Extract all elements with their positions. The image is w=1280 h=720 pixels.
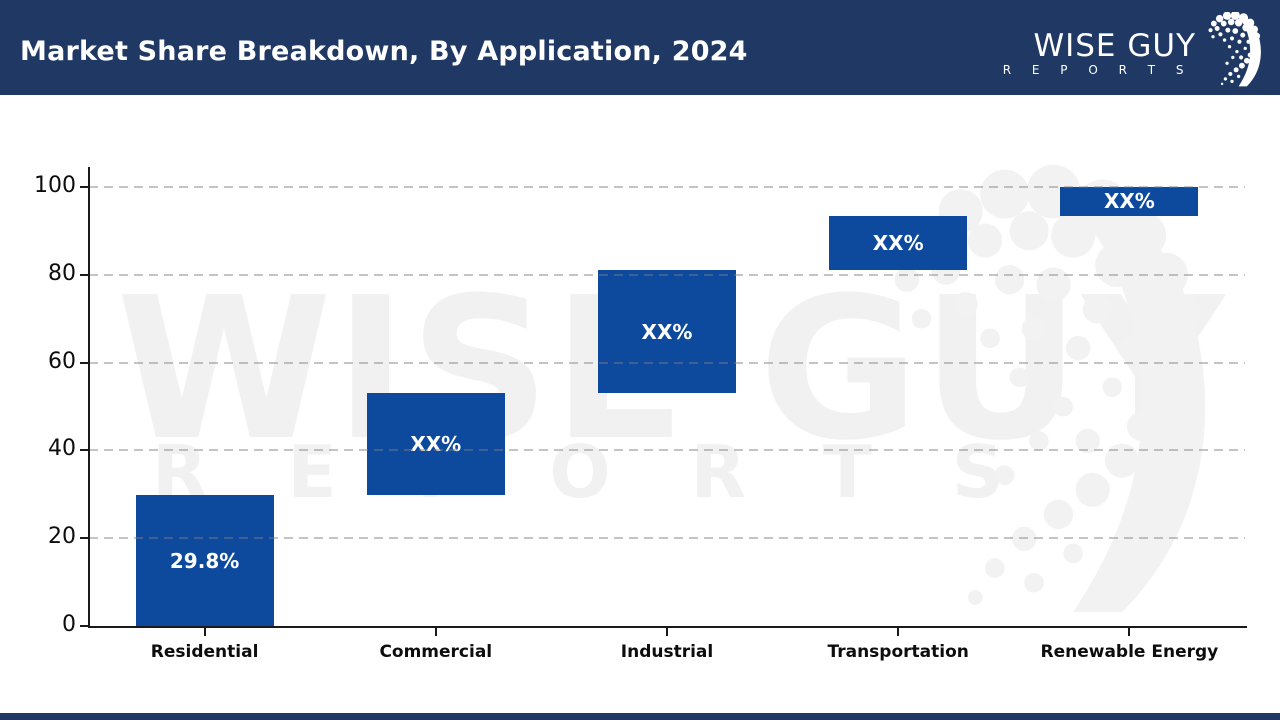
x-tick-mark [203, 628, 206, 636]
x-tick-mark [666, 628, 668, 636]
brand-reports-text: R E P O R T S [1002, 63, 1192, 77]
y-tick-mark [80, 361, 89, 364]
bar-industrial: XX% [598, 270, 736, 393]
gridline [89, 449, 1245, 452]
bar-value-label: XX% [1103, 189, 1155, 214]
bar-transportation: XX% [829, 215, 968, 271]
gridline [89, 186, 1245, 188]
gridline [89, 537, 1245, 540]
gridline [89, 273, 1245, 276]
page-title: Market Share Breakdown, By Application, … [20, 36, 748, 67]
y-tick-mark [80, 625, 89, 627]
x-tick-label: Renewable Energy [1040, 642, 1219, 662]
y-tick-label: 40 [48, 436, 76, 462]
y-tick-mark [80, 273, 89, 276]
x-tick-label: Transportation [827, 642, 969, 662]
y-tick-mark [80, 186, 89, 188]
y-axis [88, 167, 90, 628]
y-tick-mark [80, 537, 89, 540]
y-tick-mark [80, 449, 89, 452]
bar-value-label: XX% [410, 432, 462, 457]
bar-renewable-energy: XX% [1060, 187, 1199, 216]
gridline [89, 361, 1245, 364]
brand-wordmark: WISE GUY [1033, 28, 1196, 64]
y-tick-label: 60 [48, 348, 76, 374]
plot-area: 0 20 40 60 80 100 29.8% Residential XX% Commercia… [0, 95, 1280, 713]
y-tick-label: 100 [34, 173, 76, 198]
wise-guy-head-icon [1208, 12, 1261, 87]
bar-value-label: 29.8% [169, 548, 240, 573]
bar-value-label: XX% [872, 231, 924, 256]
x-axis [88, 626, 1247, 628]
footer-bar [0, 713, 1280, 720]
x-tick-label: Industrial [620, 642, 714, 662]
x-tick-label: Residential [150, 642, 259, 662]
bar-commercial: XX% [366, 392, 505, 496]
x-tick-label: Commercial [379, 642, 493, 662]
y-tick-label: 20 [48, 524, 76, 550]
y-tick-label: 0 [62, 612, 76, 637]
x-tick-mark [434, 628, 437, 636]
bar-residential: 29.8% [135, 495, 274, 626]
watermark-reports-text: REPORTS [152, 430, 1084, 514]
x-tick-mark [1128, 628, 1131, 636]
y-tick-label: 80 [48, 260, 76, 286]
x-tick-mark [897, 628, 900, 636]
header: Market Share Breakdown, By Application, … [0, 0, 1280, 95]
brand-logo: WISE GUY R E P O R T S [1003, 6, 1262, 90]
bar-value-label: XX% [641, 319, 693, 344]
